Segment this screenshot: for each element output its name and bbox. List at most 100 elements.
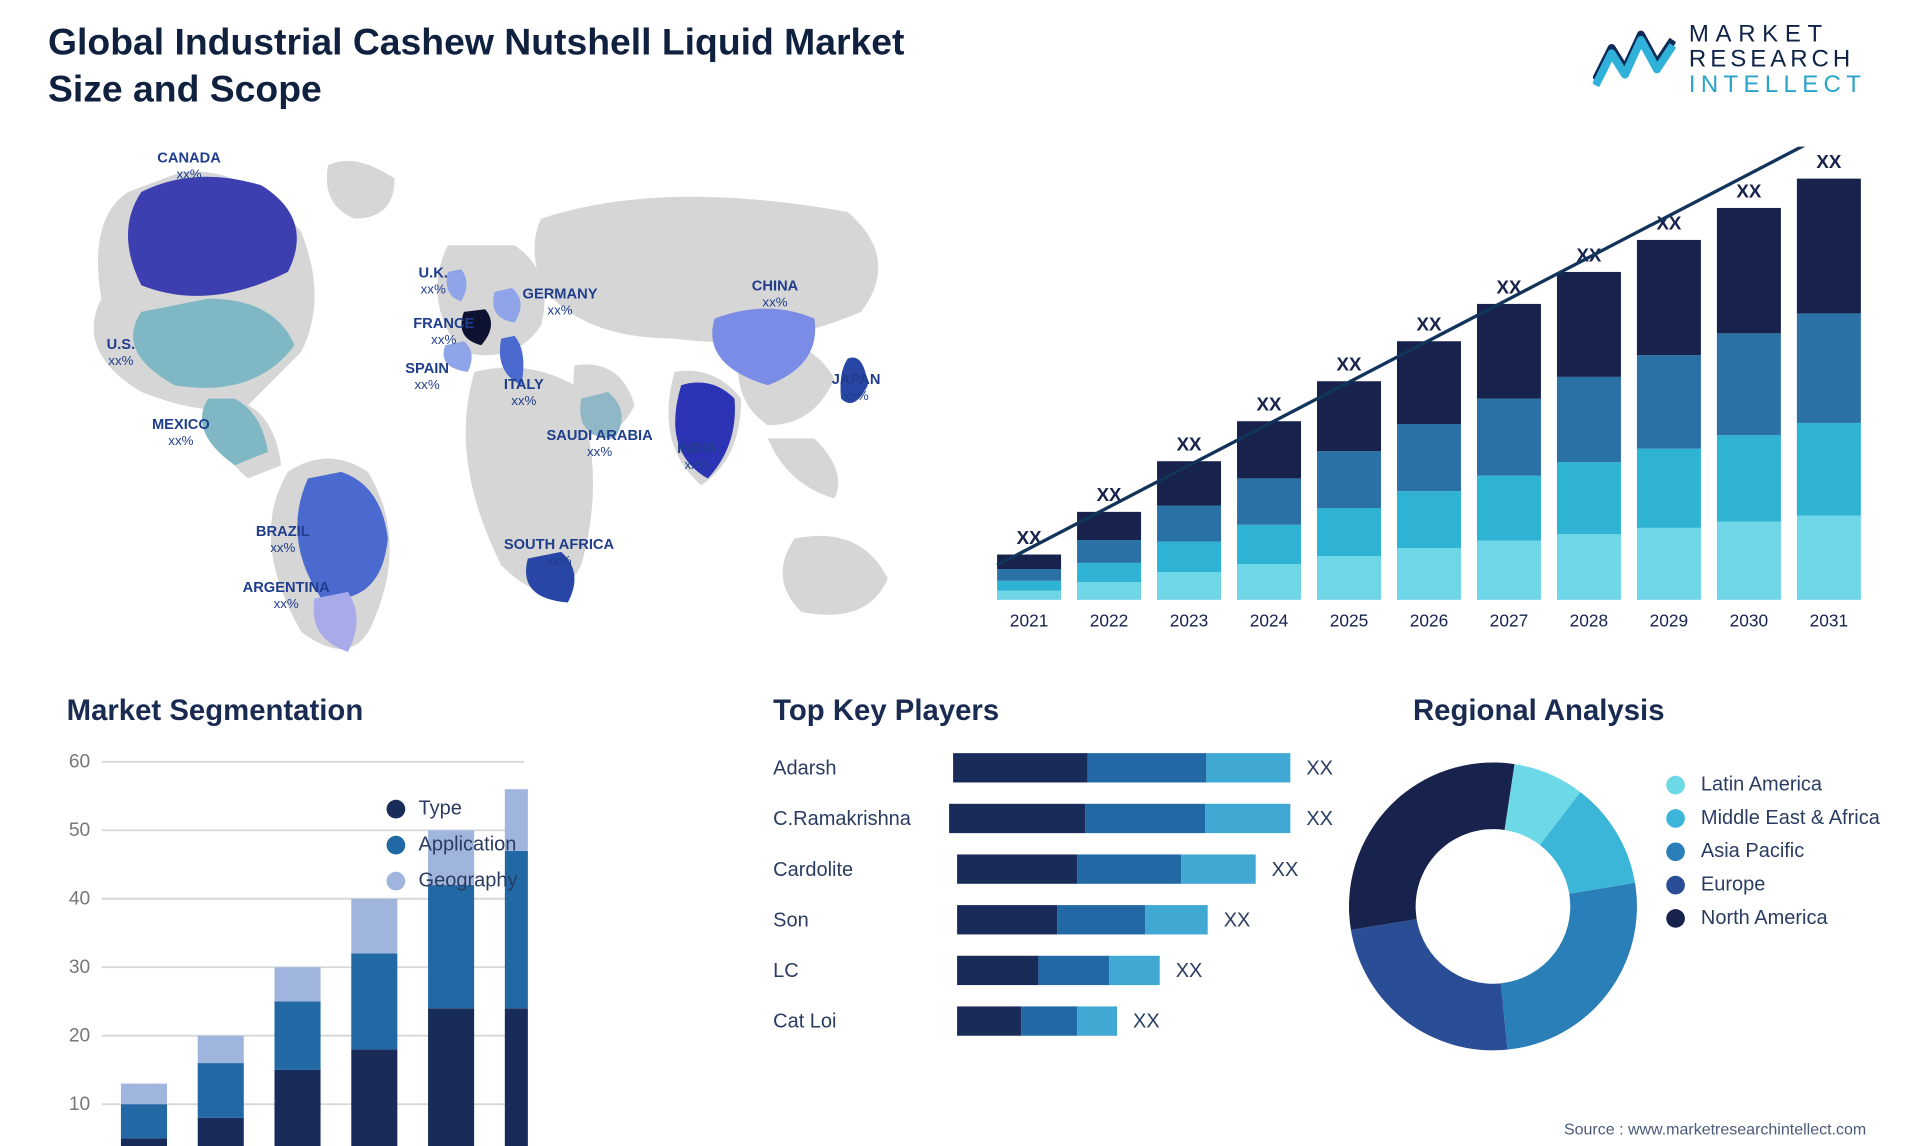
- growth-bar-seg: [1317, 556, 1381, 600]
- seg-legend-swatch-icon: [387, 871, 406, 890]
- growth-bar-seg: [1557, 534, 1621, 600]
- seg-bar-seg: [121, 1084, 167, 1105]
- tkp-label: C.Ramakrishna: [773, 807, 949, 830]
- growth-bar-seg: [1237, 421, 1301, 478]
- seg-ytick: 40: [69, 889, 90, 910]
- tkp-row: SonXX: [773, 898, 1333, 941]
- growth-bar-seg: [1157, 572, 1221, 600]
- growth-bar-label: XX: [1816, 151, 1841, 172]
- seg-legend-label: Application: [419, 833, 517, 856]
- growth-year-label: 2031: [1810, 611, 1849, 631]
- logo-line1: MARKET: [1689, 21, 1866, 46]
- growth-bar-seg: [1317, 451, 1381, 508]
- seg-bar-seg: [351, 1049, 397, 1146]
- growth-bar-seg: [1397, 548, 1461, 600]
- tkp-label: LC: [773, 959, 957, 982]
- growth-bar-seg: [1317, 381, 1381, 451]
- tkp-bar-seg: [957, 1006, 1021, 1035]
- growth-bar-seg: [1237, 564, 1301, 600]
- seg-ytick: 60: [69, 752, 90, 773]
- regional-title: Regional Analysis: [1413, 693, 1665, 728]
- tkp-bar-seg: [1077, 1006, 1117, 1035]
- growth-bar-seg: [1477, 541, 1541, 600]
- donut-segment: [1501, 883, 1637, 1050]
- donut-legend-label: Europe: [1701, 873, 1765, 896]
- seg-bar-seg: [198, 1118, 244, 1146]
- map-label-spain: SPAINxx%: [405, 363, 449, 394]
- seg-bar-seg: [198, 1063, 244, 1118]
- growth-year-label: 2023: [1170, 611, 1209, 631]
- top-key-players-chart: AdarshXXC.RamakrishnaXXCardoliteXXSonXXL…: [773, 738, 1333, 1125]
- growth-bar-seg: [1077, 512, 1141, 540]
- tkp-row: LCXX: [773, 949, 1333, 992]
- tkp-value: XX: [1272, 858, 1299, 881]
- donut-legend-label: North America: [1701, 906, 1828, 929]
- map-label-india: INDIAxx%: [677, 443, 717, 474]
- seg-legend-swatch-icon: [387, 835, 406, 854]
- donut-legend-item: Asia Pacific: [1666, 840, 1880, 863]
- donut-legend-swatch-icon: [1666, 875, 1685, 894]
- tkp-bar: [949, 804, 1290, 833]
- map-label-italy: ITALYxx%: [504, 379, 544, 410]
- map-label-canada: CANADAxx%: [157, 152, 221, 183]
- growth-bar-seg: [1637, 528, 1701, 600]
- tkp-bar-seg: [954, 753, 1089, 782]
- map-label-china: CHINAxx%: [752, 280, 798, 311]
- growth-bar-seg: [1077, 563, 1141, 582]
- brand-logo: MARKET RESEARCH INTELLECT: [1593, 21, 1866, 97]
- seg-legend-item: Geography: [387, 869, 518, 892]
- logo-mark-icon: [1593, 27, 1676, 91]
- growth-bar-seg: [1717, 208, 1781, 333]
- tkp-value: XX: [1306, 807, 1333, 830]
- map-label-germany: GERMANYxx%: [523, 288, 598, 319]
- donut-legend-swatch-icon: [1666, 842, 1685, 861]
- growth-bar-seg: [1637, 355, 1701, 449]
- seg-ytick: 20: [69, 1025, 90, 1046]
- tkp-bar: [957, 854, 1256, 883]
- seg-bar-seg: [121, 1138, 167, 1146]
- tkp-bar-seg: [957, 905, 1057, 934]
- donut-legend-item: North America: [1666, 906, 1880, 929]
- tkp-bar-seg: [1181, 854, 1256, 883]
- seg-bar-seg: [198, 1036, 244, 1063]
- tkp-bar-seg: [1088, 753, 1206, 782]
- growth-bar-seg: [1797, 179, 1861, 314]
- map-label-brazil: BRAZILxx%: [256, 525, 310, 556]
- donut-segment: [1349, 762, 1514, 929]
- tkp-label: Adarsh: [773, 756, 953, 779]
- growth-bar-seg: [1557, 462, 1621, 534]
- growth-bar-seg: [1637, 240, 1701, 355]
- growth-bar-seg: [1797, 423, 1861, 516]
- growth-chart: XX2021XX2022XX2023XX2024XX2025XX2026XX20…: [986, 147, 1866, 654]
- tkp-bar-seg: [1205, 804, 1290, 833]
- donut-legend-item: Latin America: [1666, 773, 1880, 796]
- tkp-bar-seg: [1057, 905, 1145, 934]
- map-country-mexico: [202, 399, 268, 466]
- tkp-label: Cardolite: [773, 858, 957, 881]
- seg-bar-seg: [505, 1008, 528, 1146]
- tkp-bar: [957, 1006, 1117, 1035]
- growth-bar-seg: [997, 569, 1061, 581]
- growth-bar-seg: [1797, 516, 1861, 600]
- seg-bar-seg: [274, 967, 320, 1001]
- growth-bar-seg: [1077, 540, 1141, 563]
- growth-bar-seg: [1557, 377, 1621, 462]
- regional-donut: [1346, 760, 1639, 1053]
- growth-bar-seg: [1717, 521, 1781, 599]
- map-label-u-k-: U.K.xx%: [419, 267, 448, 298]
- growth-bar-seg: [1477, 399, 1541, 476]
- growth-bar-seg: [1477, 476, 1541, 541]
- tkp-bar-seg: [1021, 1006, 1077, 1035]
- tkp-value: XX: [1224, 908, 1251, 931]
- tkp-bar-seg: [957, 854, 1076, 883]
- regional-legend: Latin AmericaMiddle East & AfricaAsia Pa…: [1666, 762, 1880, 939]
- tkp-value: XX: [1306, 756, 1333, 779]
- donut-legend-label: Latin America: [1701, 773, 1822, 796]
- tkp-bar-seg: [1109, 956, 1160, 985]
- growth-bar-label: XX: [1417, 314, 1442, 335]
- page-title: Global Industrial Cashew Nutshell Liquid…: [48, 19, 981, 112]
- source-label: Source : www.marketresearchintellect.com: [1564, 1120, 1866, 1139]
- tkp-bar: [954, 753, 1291, 782]
- logo-line2: RESEARCH: [1689, 47, 1866, 72]
- map-label-saudi-arabia: SAUDI ARABIAxx%: [547, 429, 653, 460]
